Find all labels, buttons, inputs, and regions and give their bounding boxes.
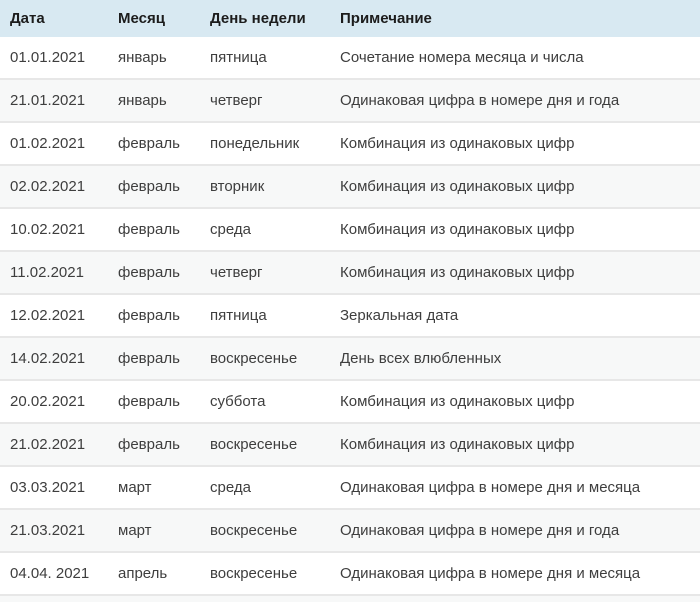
table-cell-note: Одинаковая цифра в номере дня и года [340, 92, 620, 109]
table-cell-month: март [118, 479, 152, 496]
table-cell-weekday: пятница [210, 307, 267, 324]
table-row: 04.04. 2021 апрель воскресенье Одинаковая ц… [0, 553, 700, 596]
table-cell-note: Комбинация из одинаковых цифр [340, 436, 575, 453]
table-row: 03.03.2021 март среда Одинаковая цифра в но… [0, 467, 700, 510]
table-body: 01.01.2021 январь пятница Сочетание номера … [0, 37, 700, 596]
table-cell-date: 21.02.2021 [10, 436, 86, 453]
table-cell-weekday: воскресенье [210, 350, 298, 367]
table-header-row: Дата Месяц День недели Примечание [0, 0, 700, 37]
table-cell-date: 21.01.2021 [10, 92, 86, 109]
table-row: 02.02.2021 февраль вторник Комбинация из од… [0, 166, 700, 209]
table-cell-date: 20.02.2021 [10, 393, 86, 410]
table-row: 20.02.2021 февраль суббота Комбинация из од… [0, 381, 700, 424]
table-cell-weekday: четверг [210, 264, 263, 281]
table-cell-date: 01.01.2021 [10, 49, 86, 66]
table-cell-date: 11.02.2021 [10, 264, 84, 281]
table-cell-month: февраль [118, 221, 180, 238]
table-row: 10.02.2021 февраль среда Комбинация из один… [0, 209, 700, 252]
table-cell-weekday: суббота [210, 393, 266, 410]
table-cell-month: январь [118, 49, 167, 66]
table-cell-note: Комбинация из одинаковых цифр [340, 135, 575, 152]
table-cell-note: Зеркальная дата [340, 307, 459, 324]
table-row: 12.02.2021 февраль пятница Зеркальная дата [0, 295, 700, 338]
table-cell-month: февраль [118, 264, 180, 281]
table-cell-note: Комбинация из одинаковых цифр [340, 393, 575, 410]
table-cell-weekday: понедельник [210, 135, 300, 152]
table-cell-date: 12.02.2021 [10, 307, 86, 324]
table-cell-month: февраль [118, 135, 180, 152]
table-row: 21.02.2021 февраль воскресенье Комбинация и… [0, 424, 700, 467]
table-cell-weekday: четверг [210, 92, 263, 109]
table-cell-month: февраль [118, 307, 180, 324]
table-cell-note: Сочетание номера месяца и числа [340, 49, 584, 66]
table-row: 01.01.2021 январь пятница Сочетание номера … [0, 37, 700, 80]
table-row: 21.03.2021 март воскресенье Одинаковая цифр… [0, 510, 700, 553]
table-cell-note: Комбинация из одинаковых цифр [340, 221, 575, 238]
table-cell-weekday: пятница [210, 49, 267, 66]
table-cell-weekday: воскресенье [210, 436, 298, 453]
table-cell-note: Одинаковая цифра в номере дня и года [340, 522, 620, 539]
table-cell-weekday: среда [210, 221, 251, 238]
column-header-note: Примечание [340, 10, 432, 27]
table-cell-note: Комбинация из одинаковых цифр [340, 178, 575, 195]
table-cell-date: 02.02.2021 [10, 178, 86, 195]
table-cell-date: 01.02.2021 [10, 135, 86, 152]
table-cell-weekday: вторник [210, 178, 265, 195]
table-cell-date: 14.02.2021 [10, 350, 86, 367]
table-cell-weekday: воскресенье [210, 522, 298, 539]
table-cell-note: Комбинация из одинаковых цифр [340, 264, 575, 281]
table-row-partial [0, 596, 700, 602]
table-cell-month: январь [118, 92, 167, 109]
table-cell-date: 03.03.2021 [10, 479, 86, 496]
table-cell-note: Одинаковая цифра в номере дня и месяца [340, 565, 641, 582]
table-row: 11.02.2021 февраль четверг Комбинация из од… [0, 252, 700, 295]
table-cell-note: День всех влюбленных [340, 350, 502, 367]
table-cell-note: Одинаковая цифра в номере дня и месяца [340, 479, 641, 496]
table-cell-month: март [118, 522, 152, 539]
table-cell-month: февраль [118, 393, 180, 410]
column-header-date: Дата [10, 10, 45, 27]
table-cell-month: февраль [118, 436, 180, 453]
table-row: 21.01.2021 январь четверг Одинаковая цифра … [0, 80, 700, 123]
table-cell-weekday: среда [210, 479, 251, 496]
table-row: 14.02.2021 февраль воскресенье День всех вл… [0, 338, 700, 381]
column-header-weekday: День недели [210, 10, 306, 27]
table-cell-month: февраль [118, 350, 180, 367]
table-cell-weekday: воскресенье [210, 565, 298, 582]
table-cell-date: 04.04. 2021 [10, 565, 90, 582]
column-header-month: Месяц [118, 10, 165, 27]
table-cell-month: апрель [118, 565, 168, 582]
table-cell-date: 10.02.2021 [10, 221, 86, 238]
table-cell-month: февраль [118, 178, 180, 195]
table-row: 01.02.2021 февраль понедельник Комбинация и… [0, 123, 700, 166]
table-cell-date: 21.03.2021 [10, 522, 86, 539]
